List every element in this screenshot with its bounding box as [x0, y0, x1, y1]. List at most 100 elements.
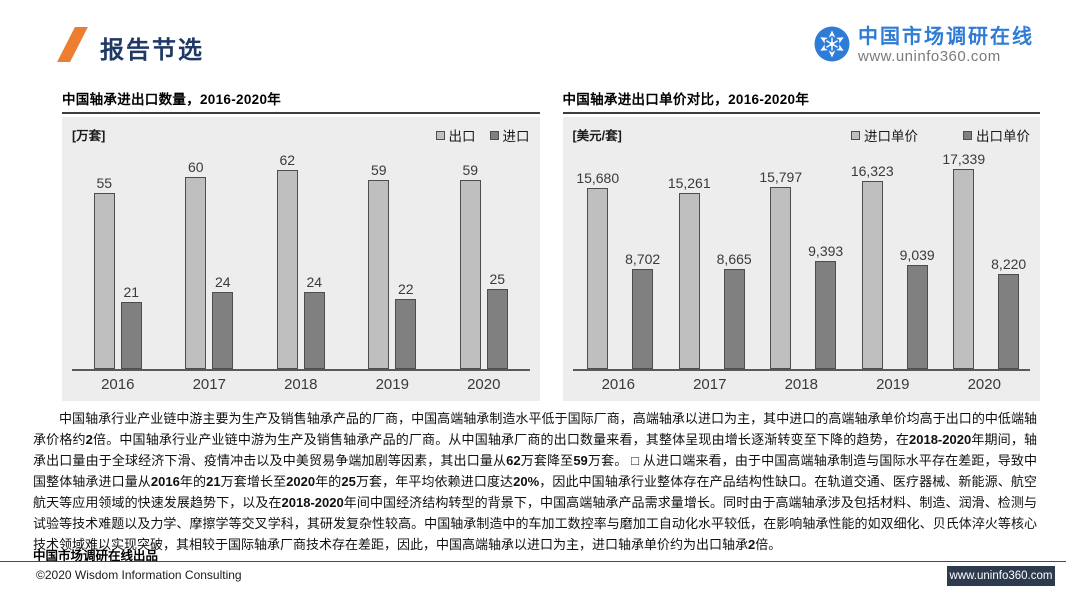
- legend-swatch: [489, 130, 499, 140]
- value-label: 22: [397, 280, 414, 297]
- bar-column: 16,323: [851, 163, 894, 369]
- axis-unit-label: [万套]: [72, 129, 106, 143]
- paragraph-segment: 年期间，轴承出口量由于全球经济下滑、疫情冲击以及中美贸易争端加剧等因素，其出口量…: [33, 432, 1037, 468]
- title-rule: [62, 112, 540, 114]
- bar-column: 15,261: [668, 175, 711, 369]
- value-label: 9,393: [808, 242, 844, 259]
- charts-row: 中国轴承进出口数量，2016-2020年 [万套] 出口 进口 55 21 60 24 6…: [62, 88, 1040, 401]
- x-axis-label: 2018: [284, 376, 318, 393]
- bar-column: 21: [120, 283, 142, 369]
- chart-panel: [美元/套] 进口单价 出口单价 15,680 8,702 15,261 8,665 15…: [562, 117, 1040, 401]
- legend-swatch: [963, 130, 972, 140]
- bar-group: 15,680 8,702: [573, 170, 665, 369]
- footer-copyright: ©2020 Wisdom Information Consulting: [36, 568, 242, 582]
- value-label: 15,261: [667, 175, 711, 191]
- logo-url[interactable]: www.uninfo360.com: [858, 48, 1001, 65]
- panel-top: [美元/套] 进口单价 出口单价: [573, 125, 1031, 145]
- footer-produced-by: 中国市场调研在线出品: [33, 549, 159, 563]
- paragraph-segment: 倍。中国轴承行业产业链中游为生产及销售轴承产品的厂商。从中国轴承厂商的出口数量来…: [92, 432, 909, 447]
- paragraph-segment: 年的: [315, 474, 342, 489]
- bar: [395, 298, 417, 369]
- x-axis-label: 2016: [601, 376, 635, 393]
- bar-column: 59: [368, 161, 390, 369]
- paragraph-segment: 2018-2020: [281, 495, 344, 510]
- bar-column: 24: [303, 274, 325, 369]
- bar: [459, 179, 481, 369]
- footer-site-link[interactable]: www.uninfo360.com: [947, 566, 1055, 586]
- axis-unit-label: [美元/套]: [572, 129, 622, 143]
- footer-divider: [0, 561, 1066, 562]
- value-label: 17,339: [942, 151, 986, 167]
- chart-quantity: 中国轴承进出口数量，2016-2020年 [万套] 出口 进口 55 21 60 24 6…: [62, 88, 540, 401]
- bar: [953, 169, 975, 369]
- bar-column: 8,220: [991, 256, 1026, 369]
- bar: [276, 170, 298, 369]
- paragraph-segment: 年间中国经济结构转型的背景下，中国高端轴承产品需求量增长。同时由于高端轴承涉及包…: [33, 495, 1037, 552]
- legend-item: 出口: [435, 125, 476, 145]
- value-label: 8,702: [625, 250, 661, 267]
- x-axis-label: 2020: [967, 376, 1001, 393]
- x-axis-label: 2020: [467, 376, 501, 393]
- legend-item: 进口单价: [851, 125, 918, 145]
- paragraph-segment: 万套增长至: [220, 474, 287, 489]
- paragraph-segment: 2020: [286, 474, 316, 489]
- x-axis-label: 2019: [876, 376, 910, 393]
- x-axis-label: 2017: [192, 376, 226, 393]
- bar: [212, 292, 234, 369]
- bar-column: 17,339: [942, 151, 985, 369]
- bar: [486, 288, 508, 369]
- bar: [678, 193, 700, 369]
- paragraph-segment: 20%: [513, 474, 540, 489]
- bar-group: 17,339 8,220: [939, 151, 1031, 369]
- bar-group: 15,797 9,393: [756, 169, 848, 369]
- bar-column: 8,702: [625, 251, 660, 369]
- bar: [861, 180, 883, 369]
- paragraph-segment: 万套。 □ 从进口端来看，由于中国高端轴承制造与国际水平存在差距，导致中国整体轴…: [33, 453, 1037, 489]
- paragraph-segment: 年的: [179, 474, 207, 489]
- value-label: 60: [187, 158, 204, 175]
- paragraph-segment: 万套，年平均依赖进口度达: [355, 474, 514, 489]
- paragraph-segment: 万套降至: [520, 453, 574, 468]
- paragraph-segment: 62: [506, 453, 521, 468]
- bar-column: 24: [212, 274, 234, 369]
- snowflake-compass-icon: [814, 26, 850, 62]
- paragraph-segment: ，因此中国轴承行业整体存在产品结构性缺口。在轨道交通、医疗器械、新能源、航空航天…: [33, 474, 1037, 510]
- bar: [632, 268, 654, 369]
- bar-column: 15,680: [576, 170, 619, 369]
- x-axis-label: 2017: [693, 376, 727, 393]
- value-label: 15,680: [576, 170, 620, 187]
- body-paragraph: 中国轴承行业产业链中游主要为生产及销售轴承产品的厂商，中国高端轴承制造水平低于国…: [33, 408, 1037, 555]
- value-label: 59: [370, 161, 387, 178]
- plot-area: 55 21 60 24 62 24 59 22 59 25: [72, 145, 530, 371]
- bar: [303, 292, 325, 369]
- bar-column: 9,039: [900, 247, 935, 369]
- bar-group: 15,261 8,665: [664, 175, 756, 369]
- logo-name: 中国市场调研在线: [858, 26, 1034, 48]
- bar: [93, 192, 115, 369]
- value-label: 8,665: [716, 251, 752, 268]
- paragraph-segment: 59: [573, 453, 588, 468]
- bar-column: 8,665: [717, 251, 752, 369]
- paragraph-segment: 21: [206, 474, 221, 489]
- paragraph-segment: 2: [85, 432, 93, 447]
- bar: [368, 179, 390, 369]
- bar: [815, 260, 837, 369]
- chart-title: 中国轴承进出口单价对比，2016-2020年: [562, 92, 810, 107]
- bar: [120, 301, 142, 369]
- x-axis-label: 2019: [375, 376, 409, 393]
- bar-column: 59: [459, 162, 481, 369]
- legend-label: 出口单价: [976, 129, 1030, 144]
- value-label: 21: [123, 283, 140, 300]
- paragraph-segment: 25: [341, 474, 356, 489]
- bar-column: 22: [395, 280, 417, 369]
- title-rule: [562, 112, 1040, 114]
- accent-slash-icon: [57, 27, 88, 62]
- bar-column: 62: [276, 152, 298, 369]
- x-axis: 2016 2017 2018 2019 2020: [72, 371, 530, 401]
- site-logo[interactable]: 中国市场调研在线 www.uninfo360.com: [814, 26, 1034, 65]
- bar-column: 25: [486, 271, 508, 369]
- page-title: 报告节选: [100, 37, 204, 64]
- legend: 进口单价 出口单价: [851, 125, 1030, 145]
- x-axis-label: 2016: [101, 376, 135, 393]
- value-label: 55: [96, 174, 113, 191]
